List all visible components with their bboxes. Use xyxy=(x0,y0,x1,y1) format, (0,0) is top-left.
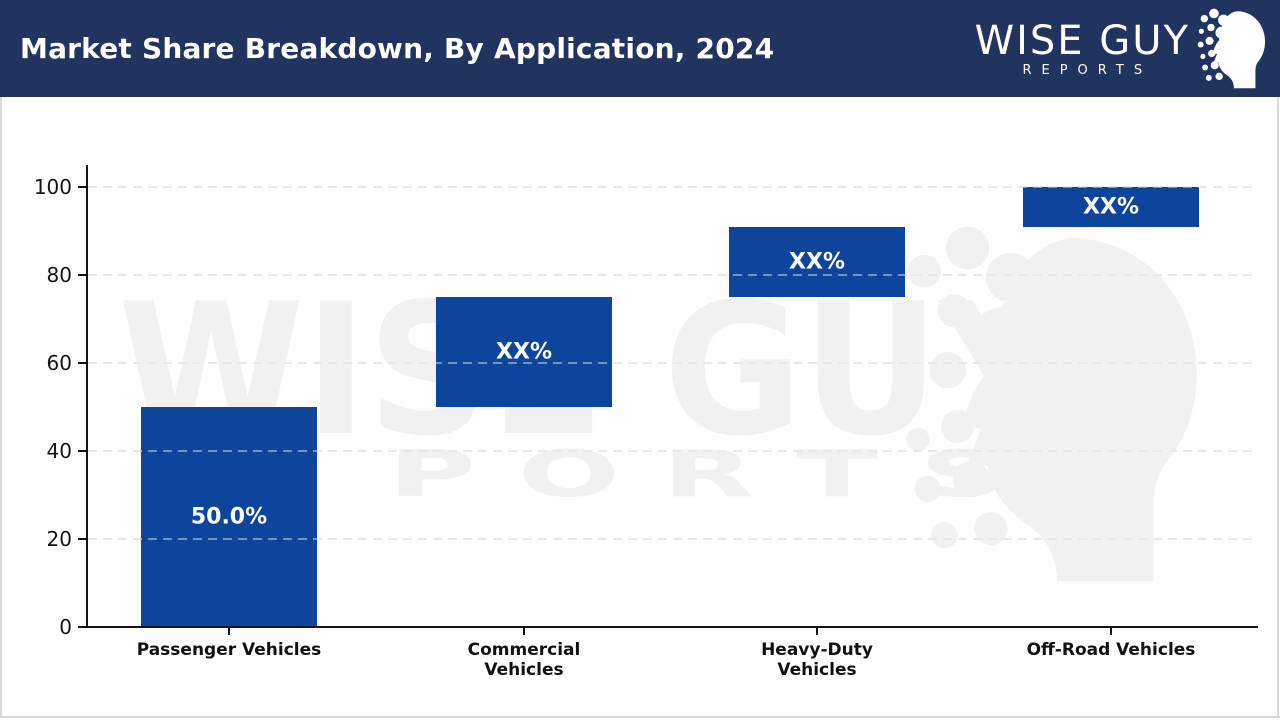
gridline-overlay-y20 xyxy=(88,538,1258,540)
y-tick-label-0: 0 xyxy=(59,615,72,639)
x-category-label: Off-Road Vehicles xyxy=(1027,640,1196,660)
gridline-overlay-y100 xyxy=(88,186,1258,188)
logo-text: WISE GUY REPORTS xyxy=(975,21,1190,77)
x-category-label-line: Commercial xyxy=(467,640,581,660)
header-band: Market Share Breakdown, By Application, … xyxy=(0,0,1280,97)
bar-value-label: XX% xyxy=(1083,194,1139,220)
bar-off-road-vehicles xyxy=(1023,187,1199,227)
x-category-label: Commercial Vehicles xyxy=(468,640,581,680)
y-tick-label-100: 100 xyxy=(33,175,72,199)
dotted-face-icon xyxy=(1197,8,1266,88)
gridline-y20 xyxy=(88,538,1258,540)
y-tick-mark-40 xyxy=(78,450,86,452)
bar-commercial-vehicles xyxy=(436,297,612,407)
bar-heavy-duty-vehicles xyxy=(729,226,905,297)
y-tick-label-40: 40 xyxy=(46,439,72,463)
logo-wordmark: WISE GUY xyxy=(974,17,1190,64)
gridline-y60 xyxy=(88,362,1258,364)
y-tick-mark-100 xyxy=(78,186,86,188)
y-axis-line xyxy=(86,165,88,627)
wise-guy-reports-logo: WISE GUY REPORTS xyxy=(975,8,1268,90)
x-tick-mark-0 xyxy=(228,627,230,635)
waterfall-chart: WISE GUY P O R T S 50.0% XX% XX% XX% 0 20 40 60… xyxy=(0,97,1280,720)
x-category-label-line: Passenger Vehicles xyxy=(136,640,322,660)
x-tick-mark-3 xyxy=(1110,627,1112,635)
bar-value-label: XX% xyxy=(496,339,552,365)
x-tick-mark-1 xyxy=(523,627,525,635)
logo-subtitle: REPORTS xyxy=(1022,62,1153,78)
frame-bottom-line xyxy=(0,716,1280,718)
frame-left-line xyxy=(0,97,2,718)
y-tick-label-20: 20 xyxy=(46,527,72,551)
x-category-label: Heavy-Duty Vehicles xyxy=(761,640,873,680)
gridline-y100 xyxy=(88,186,1258,188)
x-category-label: Passenger Vehicles xyxy=(137,640,322,660)
gridline-overlay-y60 xyxy=(88,362,1258,364)
bar-value-label: 50.0% xyxy=(190,504,268,530)
y-tick-mark-60 xyxy=(78,362,86,364)
frame-right-line xyxy=(1277,97,1279,718)
x-category-label-line: Vehicles xyxy=(484,660,564,680)
page-title: Market Share Breakdown, By Application, … xyxy=(20,32,775,65)
watermark-face-icon xyxy=(894,226,1197,582)
y-tick-label-60: 60 xyxy=(46,351,72,375)
x-category-label-line: Heavy-Duty xyxy=(761,640,873,660)
y-tick-mark-0 xyxy=(78,626,86,628)
x-category-label-line: Vehicles xyxy=(777,660,857,680)
y-tick-label-80: 80 xyxy=(46,263,72,287)
y-tick-mark-20 xyxy=(78,538,86,540)
gridline-overlay-y80 xyxy=(88,274,1258,276)
bar-value-label: XX% xyxy=(789,249,845,275)
gridline-y80 xyxy=(88,274,1258,276)
gridline-y40 xyxy=(88,450,1258,452)
y-tick-mark-80 xyxy=(78,274,86,276)
gridline-overlay-y40 xyxy=(88,450,1258,452)
x-tick-mark-2 xyxy=(816,627,818,635)
bar-passenger-vehicles xyxy=(141,407,317,627)
x-axis-line xyxy=(86,626,1258,628)
x-category-label-line: Off-Road Vehicles xyxy=(1026,640,1196,660)
